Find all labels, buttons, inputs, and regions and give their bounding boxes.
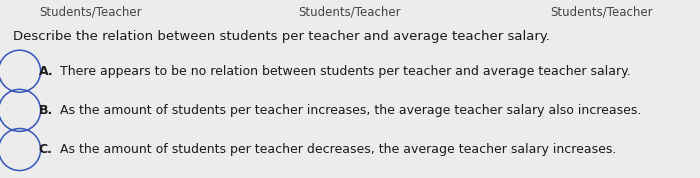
Text: A.: A. xyxy=(38,65,53,78)
Text: Students/Teacher: Students/Teacher xyxy=(551,5,653,18)
Text: Students/Teacher: Students/Teacher xyxy=(40,5,142,18)
Text: There appears to be no relation between students per teacher and average teacher: There appears to be no relation between … xyxy=(60,65,630,78)
Text: Describe the relation between students per teacher and average teacher salary.: Describe the relation between students p… xyxy=(13,30,550,43)
Text: B.: B. xyxy=(38,104,52,117)
Text: Students/Teacher: Students/Teacher xyxy=(299,5,401,18)
Text: As the amount of students per teacher decreases, the average teacher salary incr: As the amount of students per teacher de… xyxy=(60,143,616,156)
Text: C.: C. xyxy=(38,143,52,156)
Text: As the amount of students per teacher increases, the average teacher salary also: As the amount of students per teacher in… xyxy=(60,104,641,117)
